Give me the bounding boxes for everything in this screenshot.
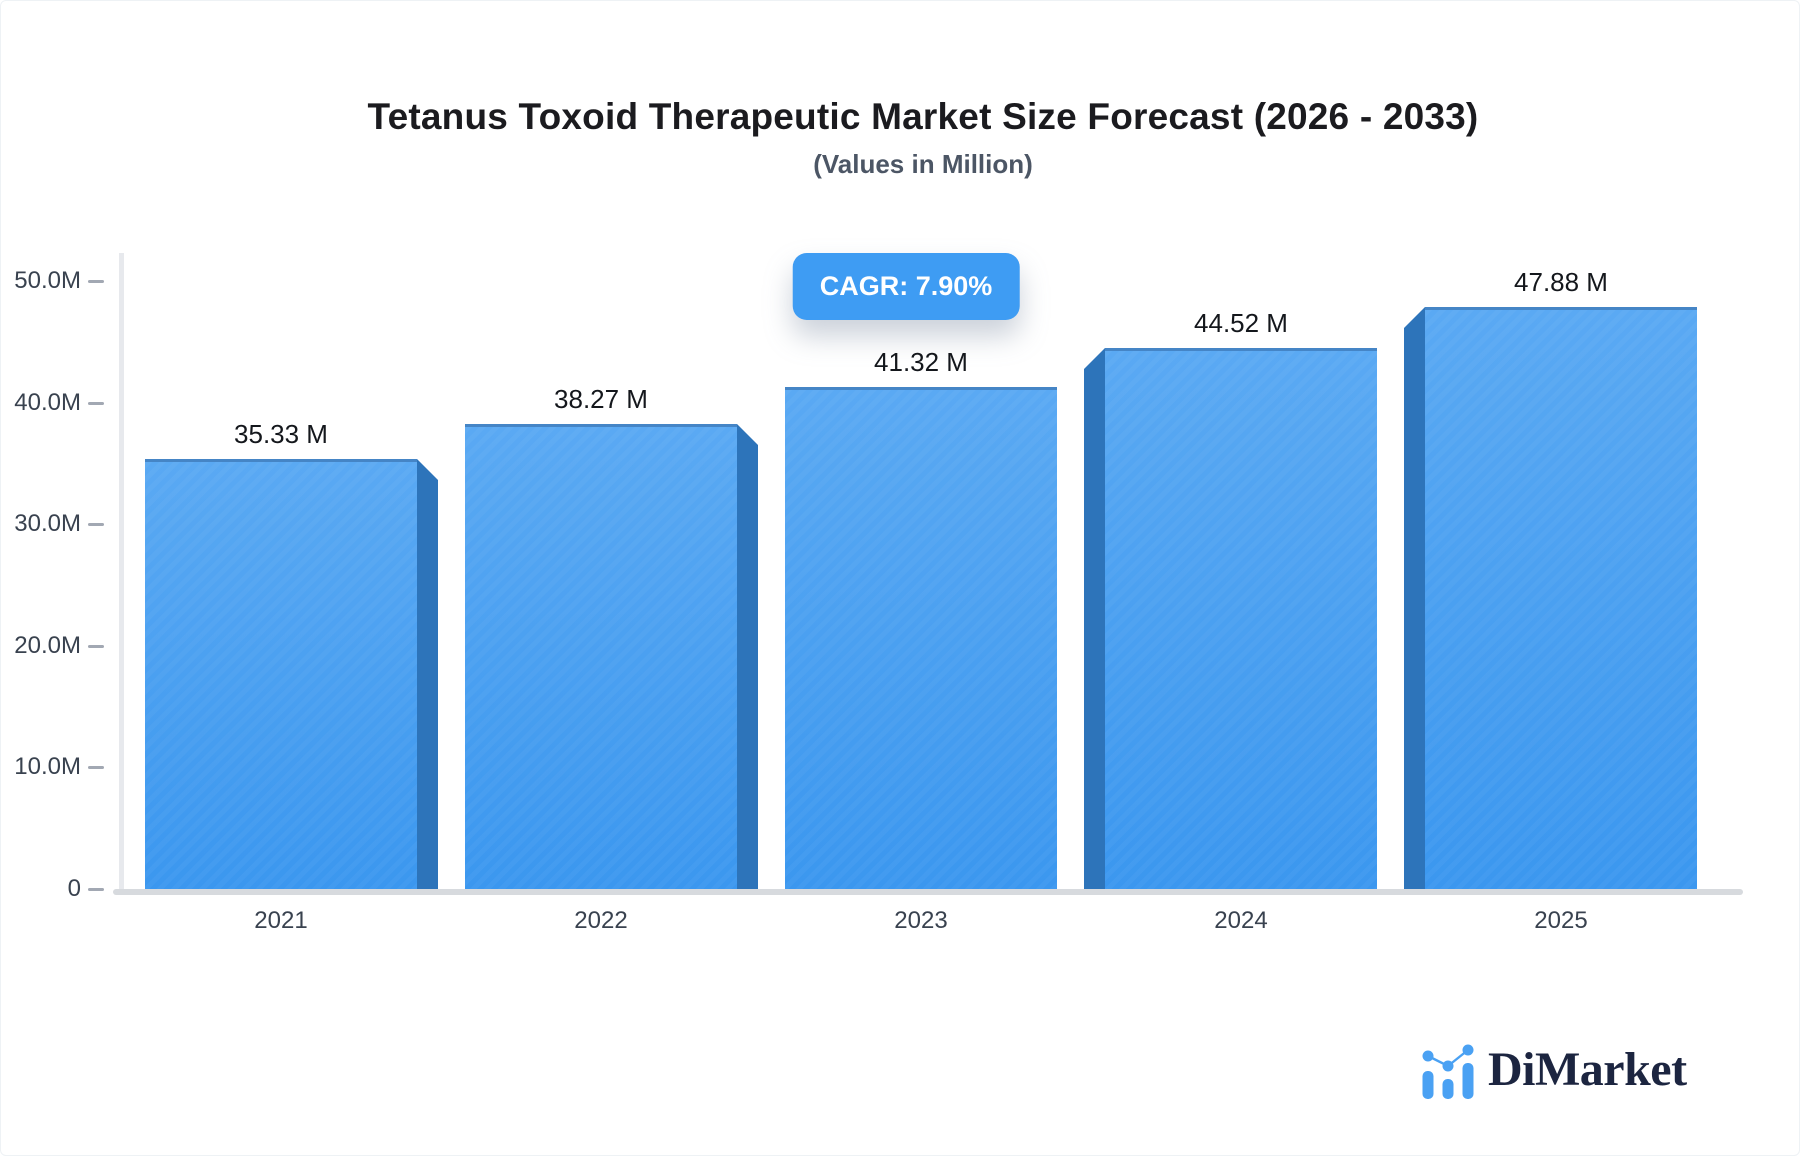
bar-side-face [1084,348,1105,889]
x-axis-line [113,889,1743,895]
bar-2022[interactable] [465,424,737,889]
chart-subtitle: (Values in Million) [813,149,1033,179]
bar-value-label: 44.52 M [1194,308,1288,338]
y-axis-tick-label: 40.0M [14,388,81,416]
x-axis-category-label: 2022 [574,907,628,934]
bar-value-label: 47.88 M [1514,267,1608,297]
bar-2024[interactable] [1105,348,1377,889]
y-axis-tick-mark [88,644,104,648]
bar-side-face [1404,307,1425,889]
brand-logo-text: DiMarket [1488,1043,1687,1096]
y-axis-tick-mark [88,401,104,405]
y-axis-tick-mark [88,280,104,283]
bar-side-face [737,424,758,889]
y-axis-tick-label: 20.0M [14,631,81,659]
chart-title: Tetanus Toxoid Therapeutic Market Size F… [367,96,1479,137]
y-axis-tick-mark [88,523,104,527]
y-axis-tick-label: 50.0M [14,267,81,294]
bar-2023[interactable] [785,387,1057,889]
bar-value-label: 38.27 M [554,384,648,414]
x-axis-category-label: 2024 [1214,907,1268,934]
x-axis-category-label: 2023 [894,907,948,934]
y-axis-tick-mark [88,888,104,891]
y-axis-line [119,253,124,889]
y-axis-tick-label: 10.0M [14,753,81,781]
brand-logo: DiMarket [1420,1041,1687,1099]
bar-2021[interactable] [145,459,417,889]
x-axis-category-label: 2021 [254,907,308,934]
bar-value-label: 41.32 M [874,347,968,377]
bar-value-label: 35.33 M [234,419,328,449]
x-axis-category-label: 2025 [1534,907,1588,934]
y-axis-tick-label: 0 [67,875,81,902]
y-axis-tick-mark [88,766,104,770]
bar-2025[interactable] [1425,307,1697,889]
bar-chart-logo-icon [1422,1044,1474,1099]
y-axis-tick-label: 30.0M [14,510,81,538]
cagr-badge: CAGR: 7.90% [792,253,1020,320]
bar-side-face [417,459,438,889]
